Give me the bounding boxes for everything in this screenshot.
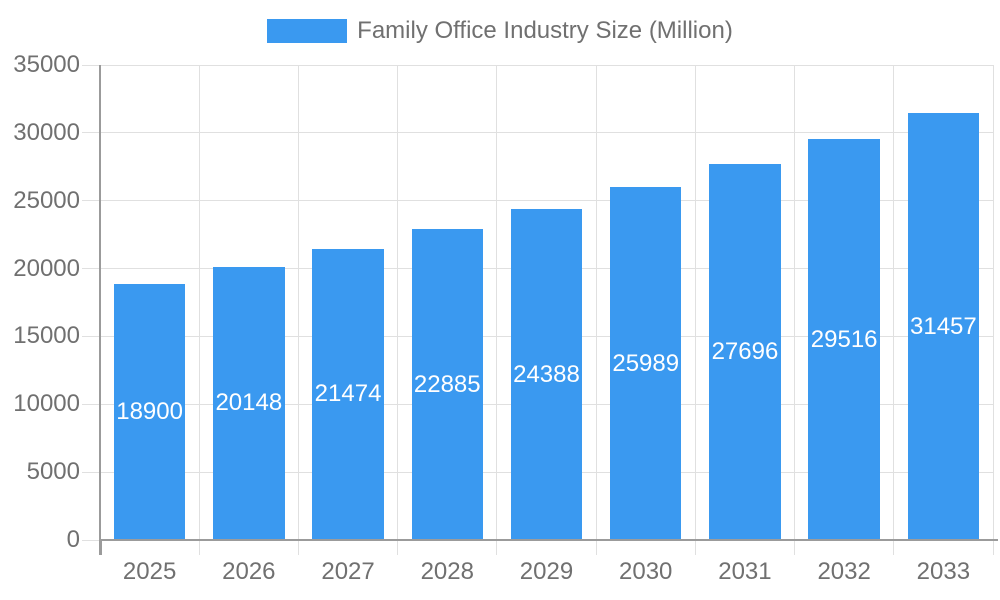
v-gridline [794, 65, 796, 540]
y-axis-tick [82, 132, 100, 134]
v-gridline [297, 65, 299, 540]
x-axis-tick [397, 540, 399, 555]
x-tick-label: 2029 [519, 558, 574, 585]
h-gridline [100, 132, 993, 134]
bar-value-label: 21474 [314, 380, 382, 408]
x-tick-label: 2033 [916, 558, 971, 585]
x-axis-line [99, 539, 998, 541]
x-axis-tick [496, 540, 498, 555]
x-tick-label: 2032 [817, 558, 871, 585]
y-tick-label: 25000 [13, 186, 80, 214]
v-gridline [595, 65, 597, 540]
bar-value-label: 25989 [612, 349, 680, 377]
bar-2027[interactable] [312, 248, 384, 540]
y-tick-label: 35000 [13, 51, 80, 78]
x-axis-tick [893, 540, 895, 555]
x-axis-tick [297, 540, 299, 555]
bar-value-label: 29516 [810, 325, 878, 353]
y-axis-tick [82, 471, 100, 473]
bar-2030[interactable] [609, 187, 682, 540]
v-gridline [992, 65, 994, 540]
bar-value-label: 31457 [910, 312, 977, 340]
x-tick-label: 2028 [420, 558, 474, 585]
y-tick-label: 20000 [13, 254, 80, 282]
x-axis-tick [694, 540, 696, 555]
bar-value-label: 24388 [513, 360, 580, 388]
bar-value-label: 20148 [215, 389, 283, 417]
y-tick-label: 15000 [13, 322, 80, 350]
v-gridline [397, 65, 399, 540]
bar-value-label: 18900 [116, 397, 183, 425]
x-axis-tick [992, 540, 994, 555]
v-gridline [694, 65, 696, 540]
y-axis-line [99, 65, 101, 555]
v-gridline [496, 65, 498, 540]
x-axis-tick [794, 540, 796, 555]
legend-swatch [267, 19, 348, 43]
v-gridline [198, 65, 200, 540]
y-axis-tick [82, 268, 100, 270]
h-gridline [100, 200, 993, 202]
y-tick-label: 0 [66, 526, 80, 553]
y-axis-tick [82, 200, 100, 202]
bar-value-label: 22885 [413, 370, 481, 398]
v-gridline [893, 65, 895, 540]
y-axis-tick [82, 64, 100, 66]
bar-2025[interactable] [113, 283, 186, 540]
bar-2028[interactable] [411, 229, 484, 540]
x-tick-label: 2025 [122, 558, 177, 585]
y-axis-tick [82, 335, 100, 337]
bar-2031[interactable] [709, 164, 781, 540]
legend[interactable]: Family Office Industry Size (Million) [0, 17, 1000, 45]
x-tick-label: 2030 [619, 558, 673, 585]
bar-value-label: 27696 [711, 338, 779, 366]
y-tick-label: 30000 [13, 118, 80, 146]
bar-2033[interactable] [907, 113, 980, 540]
x-axis-tick [595, 540, 597, 555]
legend-label: Family Office Industry Size (Million) [357, 17, 733, 44]
bar-2029[interactable] [510, 209, 583, 540]
y-axis-tick [82, 403, 100, 405]
x-axis-tick [198, 540, 200, 555]
bar-2026[interactable] [213, 266, 285, 540]
bar-2032[interactable] [808, 139, 880, 540]
h-gridline [100, 64, 993, 66]
x-tick-label: 2027 [321, 558, 375, 585]
y-tick-label: 5000 [26, 458, 80, 486]
y-tick-label: 10000 [13, 390, 80, 418]
y-axis-tick [82, 539, 100, 541]
x-tick-label: 2031 [718, 558, 772, 585]
x-tick-label: 2026 [222, 558, 276, 585]
